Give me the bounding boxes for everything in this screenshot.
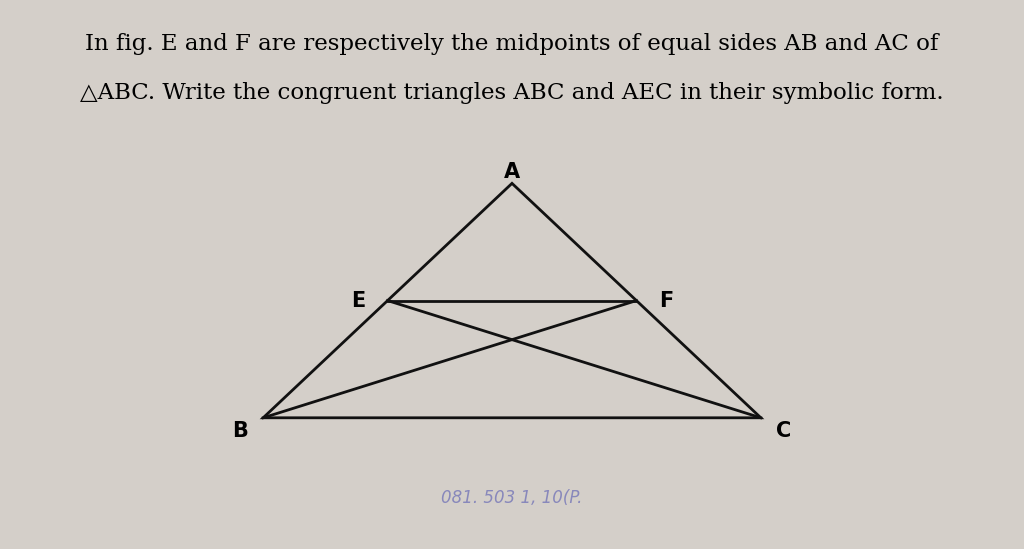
- Text: E: E: [351, 290, 366, 311]
- Text: A: A: [504, 162, 520, 182]
- Text: △ABC. Write the congruent triangles ABC and AEC in their symbolic form.: △ABC. Write the congruent triangles ABC …: [80, 82, 944, 104]
- Text: C: C: [776, 421, 792, 441]
- Text: In fig. E and F are respectively the midpoints of equal sides AB and AC of: In fig. E and F are respectively the mid…: [85, 33, 939, 55]
- Text: 081. 503 1, 10(P.: 081. 503 1, 10(P.: [441, 490, 583, 507]
- Text: B: B: [232, 421, 248, 441]
- Text: F: F: [658, 290, 673, 311]
